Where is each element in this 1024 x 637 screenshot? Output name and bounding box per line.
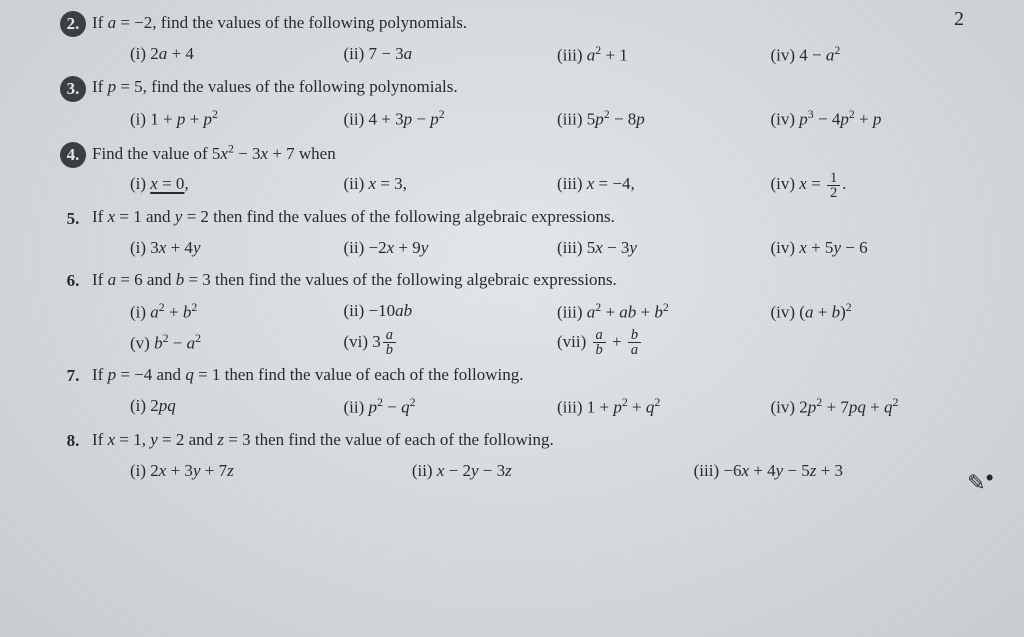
pencil-icon: ✎● [967, 464, 994, 501]
question: 4. Find the value of 5x2 − 3x + 7 when (i)… [60, 138, 984, 201]
question-stem: If a = −2, find the values of the follow… [92, 13, 467, 32]
option: (iv) x + 5y − 6 [771, 234, 985, 263]
question-stem: Find the value of 5x2 − 3x + 7 when [92, 144, 336, 163]
option: (i) x = 0, [130, 170, 344, 200]
option-row: (i) 1 + p + p2(ii) 4 + 3p − p2(iii) 5p2 … [130, 104, 984, 135]
option: (iv) 4 − a2 [771, 40, 985, 71]
option: (iii) a2 + 1 [557, 40, 771, 71]
question-number: 7. [60, 363, 86, 389]
question-stem: If a = 6 and b = 3 then find the values … [92, 270, 617, 289]
question-number: 4. [60, 142, 86, 168]
question: 5. If x = 1 and y = 2 then find the value… [60, 203, 984, 263]
question: 2. If a = −2, find the values of the foll… [60, 9, 984, 70]
option: (iv) x = 12. [771, 170, 985, 200]
option-row: (i) 2pq(ii) p2 − q2(iii) 1 + p2 + q2(iv)… [130, 392, 984, 423]
option: (i) 2pq [130, 392, 344, 423]
option: (iii) 1 + p2 + q2 [557, 392, 771, 423]
question-number: 6. [60, 268, 86, 294]
option: (i) 2x + 3y + 7z [130, 457, 412, 486]
question-number: 5. [60, 206, 86, 232]
question: 8. If x = 1, y = 2 and z = 3 then find th… [60, 426, 984, 486]
option: (ii) 4 + 3p − p2 [344, 104, 558, 135]
option-row: (i) 2a + 4(ii) 7 − 3a(iii) a2 + 1(iv) 4 … [130, 40, 984, 71]
option: (ii) 7 − 3a [344, 40, 558, 71]
option: (iv) p3 − 4p2 + p [771, 104, 985, 135]
option: (iii) x = −4, [557, 170, 771, 200]
question-stem: If p = −4 and q = 1 then find the value … [92, 365, 523, 384]
option: (iii) 5p2 − 8p [557, 104, 771, 135]
option: (i) 1 + p + p2 [130, 104, 344, 135]
option-row: (i) a2 + b2(ii) −10ab(iii) a2 + ab + b2(… [130, 297, 984, 358]
question: 6. If a = 6 and b = 3 then find the value… [60, 266, 984, 358]
option: (ii) −10ab [344, 297, 558, 328]
option: (ii) p2 − q2 [344, 392, 558, 423]
question-number: 3. [60, 76, 86, 102]
question: 7. If p = −4 and q = 1 then find the valu… [60, 361, 984, 422]
question-stem: If x = 1, y = 2 and z = 3 then find the … [92, 430, 554, 449]
option-row: (i) 2x + 3y + 7z(ii) x − 2y − 3z(iii) −6… [130, 457, 984, 486]
option: (iv) (a + b)2 [771, 297, 985, 328]
option-row: (i) x = 0,(ii) x = 3,(iii) x = −4,(iv) x… [130, 170, 984, 200]
question-stem: If x = 1 and y = 2 then find the values … [92, 207, 615, 226]
question: 3. If p = 5, find the values of the follo… [60, 73, 984, 134]
question-stem: If p = 5, find the values of the followi… [92, 77, 458, 96]
option: (i) 3x + 4y [130, 234, 344, 263]
option: (iv) 2p2 + 7pq + q2 [771, 392, 985, 423]
option: (iii) −6x + 4y − 5z + 3 [694, 457, 976, 486]
option: (ii) x = 3, [344, 170, 558, 200]
option: (i) 2a + 4 [130, 40, 344, 71]
page-corner-number: 2 [954, 2, 964, 36]
option: (iii) 5x − 3y [557, 234, 771, 263]
option: (i) a2 + b2 [130, 297, 344, 328]
option: (ii) x − 2y − 3z [412, 457, 694, 486]
question-list: 2. If a = −2, find the values of the foll… [60, 9, 984, 485]
question-number: 2. [60, 11, 86, 37]
question-number: 8. [60, 428, 86, 454]
option: (v) b2 − a2 [130, 328, 344, 359]
option: (vii) ab + ba [557, 328, 771, 359]
option: (iii) a2 + ab + b2 [557, 297, 771, 328]
worksheet-page: 2 2. If a = −2, find the values of the fo… [0, 0, 1024, 505]
option: (ii) −2x + 9y [344, 234, 558, 263]
option: (vi) 3ab [344, 328, 558, 359]
option-row: (i) 3x + 4y(ii) −2x + 9y(iii) 5x − 3y(iv… [130, 234, 984, 263]
